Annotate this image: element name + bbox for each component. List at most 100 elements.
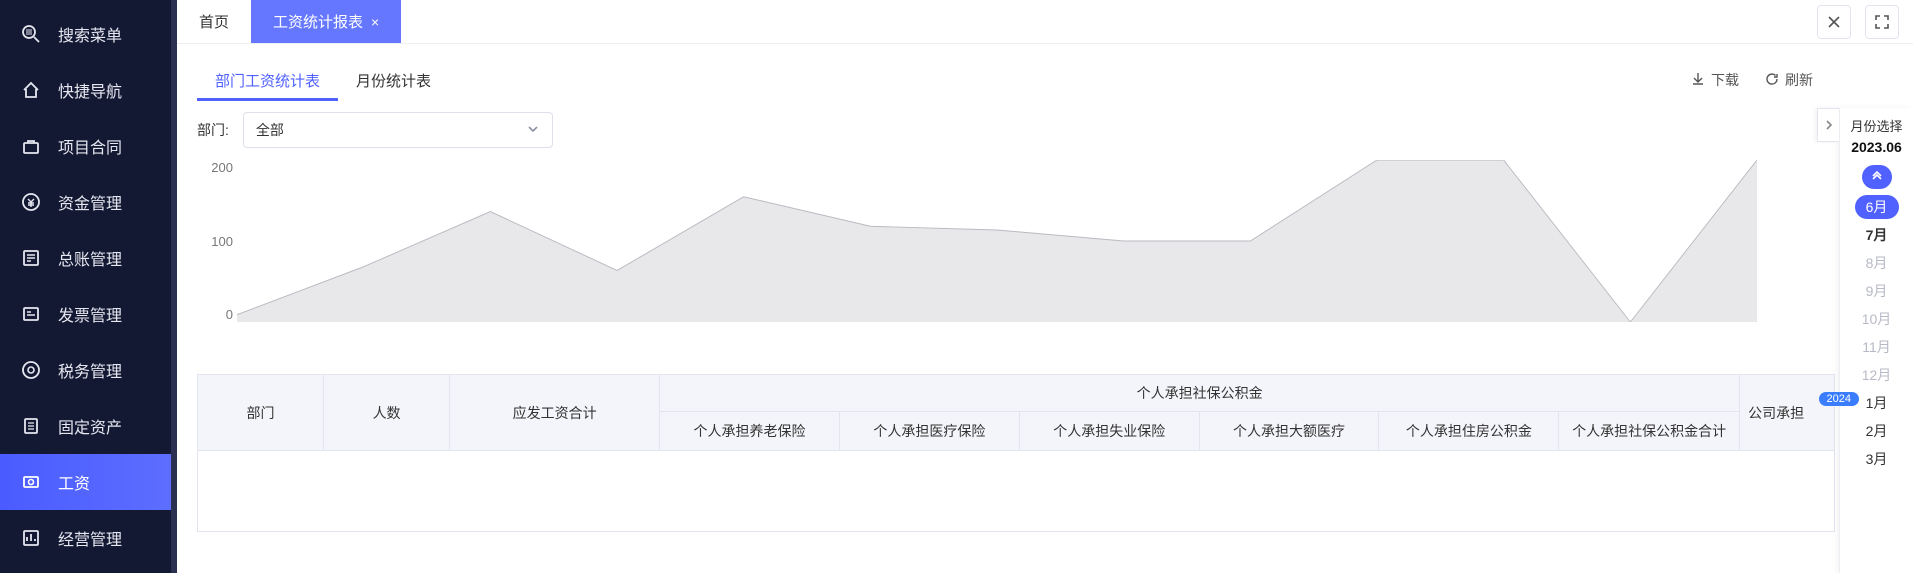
table: 部门人数应发工资合计个人承担社保公积金个人承担养老保险个人承担医疗保险个人承担失… xyxy=(197,374,1835,532)
refresh-label: 刷新 xyxy=(1785,70,1813,90)
sidebar-item-label: 固定资产 xyxy=(58,414,122,438)
sidebar-item-label: 发票管理 xyxy=(58,302,122,326)
sidebar-item-10[interactable]: 小畅报销 xyxy=(0,566,177,573)
tabbar-actions xyxy=(1817,0,1913,43)
download-icon xyxy=(1691,72,1705,89)
month-item[interactable]: 10月 xyxy=(1855,307,1899,331)
table-col-header: 个人承担社保公积金合计 xyxy=(1559,412,1739,450)
sidebar-item-label: 经营管理 xyxy=(58,526,122,550)
table-group-header: 个人承担社保公积金 xyxy=(660,375,1739,412)
table-col-header: 个人承担住房公积金 xyxy=(1379,412,1559,450)
month-panel-date: 2023.06 xyxy=(1851,139,1902,155)
dept-select[interactable]: 全部 xyxy=(243,112,553,148)
content: 部门工资统计表 月份统计表 下载 xyxy=(177,44,1913,573)
month-item[interactable]: 2月 xyxy=(1855,419,1899,443)
app-root: 搜索菜单快捷导航项目合同资金管理总账管理发票管理税务管理固定资产工资经营管理小畅… xyxy=(0,0,1913,573)
month-panel-handle[interactable] xyxy=(1817,108,1839,142)
tabbar: 首页 工资统计报表 × xyxy=(177,0,1913,44)
chart-area xyxy=(237,160,1757,322)
sidebar-item-label: 项目合同 xyxy=(58,134,122,158)
subtab-dept[interactable]: 部门工资统计表 xyxy=(197,60,338,100)
month-item[interactable]: 11月 xyxy=(1855,335,1899,359)
table-col-header: 个人承担大额医疗 xyxy=(1200,412,1380,450)
filter-row: 部门: 全部 xyxy=(197,100,1893,160)
home-icon xyxy=(20,79,42,101)
month-item[interactable]: 1月 xyxy=(1855,391,1899,415)
tab-active[interactable]: 工资统计报表 × xyxy=(251,0,401,43)
sidebar-item-0[interactable]: 搜索菜单 xyxy=(0,6,177,62)
chevron-down-icon xyxy=(526,122,540,139)
sidebar-item-label: 工资 xyxy=(58,470,90,494)
sidebar-item-label: 资金管理 xyxy=(58,190,122,214)
chart-y-tick: 100 xyxy=(199,234,233,249)
money-icon xyxy=(20,191,42,213)
close-icon[interactable]: × xyxy=(371,14,379,30)
subtabs: 部门工资统计表 月份统计表 下载 xyxy=(197,60,1893,100)
tabbar-tabs: 首页 工资统计报表 × xyxy=(177,0,401,43)
close-tabs-button[interactable] xyxy=(1817,5,1851,39)
sidebar-item-1[interactable]: 快捷导航 xyxy=(0,62,177,118)
table-col-header: 个人承担养老保险 xyxy=(660,412,840,450)
table-col-header: 公司承担 xyxy=(1740,375,1834,451)
briefcase-icon xyxy=(20,135,42,157)
sidebar-item-9[interactable]: 经营管理 xyxy=(0,510,177,566)
table-col-header: 部门 xyxy=(198,375,324,451)
table-col-header: 人数 xyxy=(324,375,450,451)
month-panel-title: 月份选择 xyxy=(1850,116,1902,135)
sidebar-item-8[interactable]: 工资 xyxy=(0,454,177,510)
table-col-group: 个人承担社保公积金个人承担养老保险个人承担医疗保险个人承担失业保险个人承担大额医… xyxy=(660,375,1740,451)
sidebar-item-5[interactable]: 发票管理 xyxy=(0,286,177,342)
chart-y-axis: 200 100 0 xyxy=(199,160,233,322)
download-button[interactable]: 下载 xyxy=(1691,70,1739,90)
search-icon xyxy=(20,23,42,45)
tab-active-label: 工资统计报表 xyxy=(273,11,363,32)
month-list: 6月 7月 8月 9月 10月 11月 12月 1月 2月 3月 xyxy=(1855,195,1899,471)
sidebar-item-label: 税务管理 xyxy=(58,358,122,382)
sidebar-list: 搜索菜单快捷导航项目合同资金管理总账管理发票管理税务管理固定资产工资经营管理小畅… xyxy=(0,0,177,573)
invoice-icon xyxy=(20,303,42,325)
tab-home[interactable]: 首页 xyxy=(177,0,251,43)
year-badge: 2024 xyxy=(1819,392,1859,406)
main: 首页 工资统计报表 × 部门工资统计表 xyxy=(177,0,1913,573)
table-col-header: 个人承担医疗保险 xyxy=(840,412,1020,450)
sidebar-item-2[interactable]: 项目合同 xyxy=(0,118,177,174)
download-label: 下载 xyxy=(1711,70,1739,90)
month-item[interactable]: 9月 xyxy=(1855,279,1899,303)
fullscreen-button[interactable] xyxy=(1865,5,1899,39)
tax-icon xyxy=(20,359,42,381)
table-col-header: 应发工资合计 xyxy=(450,375,660,451)
subtab-actions: 下载 刷新 xyxy=(1691,70,1893,90)
dept-select-value: 全部 xyxy=(256,120,284,140)
refresh-button[interactable]: 刷新 xyxy=(1765,70,1813,90)
month-scroll-up[interactable] xyxy=(1862,165,1892,189)
asset-icon xyxy=(20,415,42,437)
table-body-empty xyxy=(198,451,1834,531)
sidebar-item-3[interactable]: 资金管理 xyxy=(0,174,177,230)
table-header-row: 部门人数应发工资合计个人承担社保公积金个人承担养老保险个人承担医疗保险个人承担失… xyxy=(198,375,1834,451)
month-item[interactable]: 8月 xyxy=(1855,251,1899,275)
subtab-dept-label: 部门工资统计表 xyxy=(215,70,320,91)
sidebar-item-label: 总账管理 xyxy=(58,246,122,270)
salary-icon xyxy=(20,471,42,493)
month-item[interactable]: 7月 xyxy=(1855,223,1899,247)
sidebar-item-7[interactable]: 固定资产 xyxy=(0,398,177,454)
table-subrow: 个人承担养老保险个人承担医疗保险个人承担失业保险个人承担大额医疗个人承担住房公积… xyxy=(660,412,1739,450)
chart-y-tick: 0 xyxy=(199,307,233,322)
table-col-header: 个人承担失业保险 xyxy=(1020,412,1200,450)
subtab-month[interactable]: 月份统计表 xyxy=(338,60,449,100)
month-item[interactable]: 3月 xyxy=(1855,447,1899,471)
ops-icon xyxy=(20,527,42,549)
sidebar-item-4[interactable]: 总账管理 xyxy=(0,230,177,286)
tab-home-label: 首页 xyxy=(199,11,229,32)
month-item[interactable]: 6月 xyxy=(1855,195,1899,219)
sidebar: 搜索菜单快捷导航项目合同资金管理总账管理发票管理税务管理固定资产工资经营管理小畅… xyxy=(0,0,177,573)
sidebar-item-label: 搜索菜单 xyxy=(58,22,122,46)
chart-y-tick: 200 xyxy=(199,160,233,175)
ledger-icon xyxy=(20,247,42,269)
refresh-icon xyxy=(1765,72,1779,89)
month-item[interactable]: 12月 xyxy=(1855,363,1899,387)
sidebar-item-label: 快捷导航 xyxy=(58,78,122,102)
month-panel: 月份选择 2023.06 6月 7月 8月 9月 10月 11月 12月 1月 2月 3月 xyxy=(1839,108,1913,573)
dept-filter-label: 部门: xyxy=(197,120,229,140)
sidebar-item-6[interactable]: 税务管理 xyxy=(0,342,177,398)
